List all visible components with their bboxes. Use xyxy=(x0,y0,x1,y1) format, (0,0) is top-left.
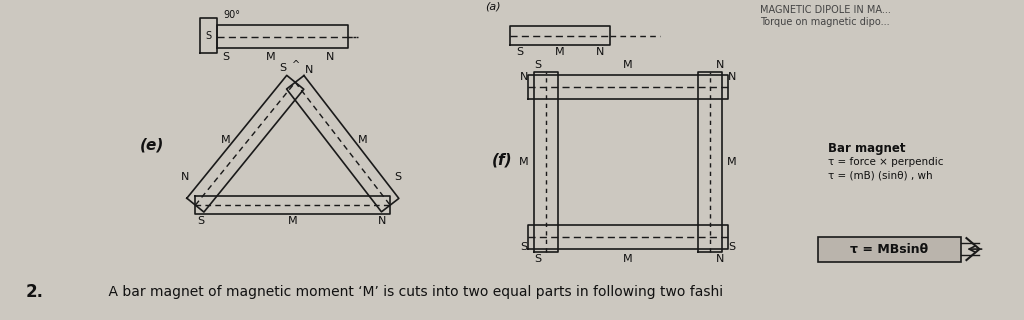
Text: M: M xyxy=(519,157,528,167)
Text: N: N xyxy=(305,65,313,75)
Text: M: M xyxy=(623,60,633,70)
Text: S: S xyxy=(222,52,229,62)
Text: 90°: 90° xyxy=(224,10,241,20)
Text: N: N xyxy=(716,254,724,264)
Text: (a): (a) xyxy=(485,1,501,12)
Text: (e): (e) xyxy=(140,138,165,153)
Text: S: S xyxy=(394,172,401,182)
Text: τ = force × perpendic: τ = force × perpendic xyxy=(827,157,943,167)
Text: S: S xyxy=(535,254,542,264)
Text: N: N xyxy=(727,72,736,82)
Text: S: S xyxy=(516,47,523,57)
FancyBboxPatch shape xyxy=(818,236,961,261)
Text: (f): (f) xyxy=(492,153,512,168)
Text: M: M xyxy=(220,135,230,145)
Text: Bar magnet: Bar magnet xyxy=(827,142,905,155)
Text: M: M xyxy=(288,216,298,226)
Text: ^: ^ xyxy=(292,60,300,70)
Text: M: M xyxy=(357,135,368,145)
Text: N: N xyxy=(326,52,335,62)
Text: S: S xyxy=(728,242,735,252)
Text: S: S xyxy=(280,63,287,73)
Text: Torque on magnetic dipo...: Torque on magnetic dipo... xyxy=(760,17,889,27)
Text: τ = MBsinθ: τ = MBsinθ xyxy=(851,243,929,256)
Text: N: N xyxy=(520,72,528,82)
Text: S: S xyxy=(206,31,212,41)
Text: N: N xyxy=(596,47,604,57)
Text: N: N xyxy=(716,60,724,70)
Text: MAGNETIC DIPOLE IN MA...: MAGNETIC DIPOLE IN MA... xyxy=(760,5,891,15)
Text: S: S xyxy=(535,60,542,70)
Text: A bar magnet of magnetic moment ‘M’ is cuts into two equal parts in following tw: A bar magnet of magnetic moment ‘M’ is c… xyxy=(90,285,723,299)
Text: M: M xyxy=(623,254,633,264)
Text: N: N xyxy=(181,172,189,182)
Text: S: S xyxy=(520,242,527,252)
Text: N: N xyxy=(378,216,386,226)
Text: M: M xyxy=(555,47,565,57)
Text: S: S xyxy=(197,216,204,226)
Text: M: M xyxy=(265,52,275,62)
Text: 2.: 2. xyxy=(26,283,44,301)
Text: M: M xyxy=(727,157,736,167)
Text: τ = (mB) (sinθ) , wh: τ = (mB) (sinθ) , wh xyxy=(827,170,932,180)
